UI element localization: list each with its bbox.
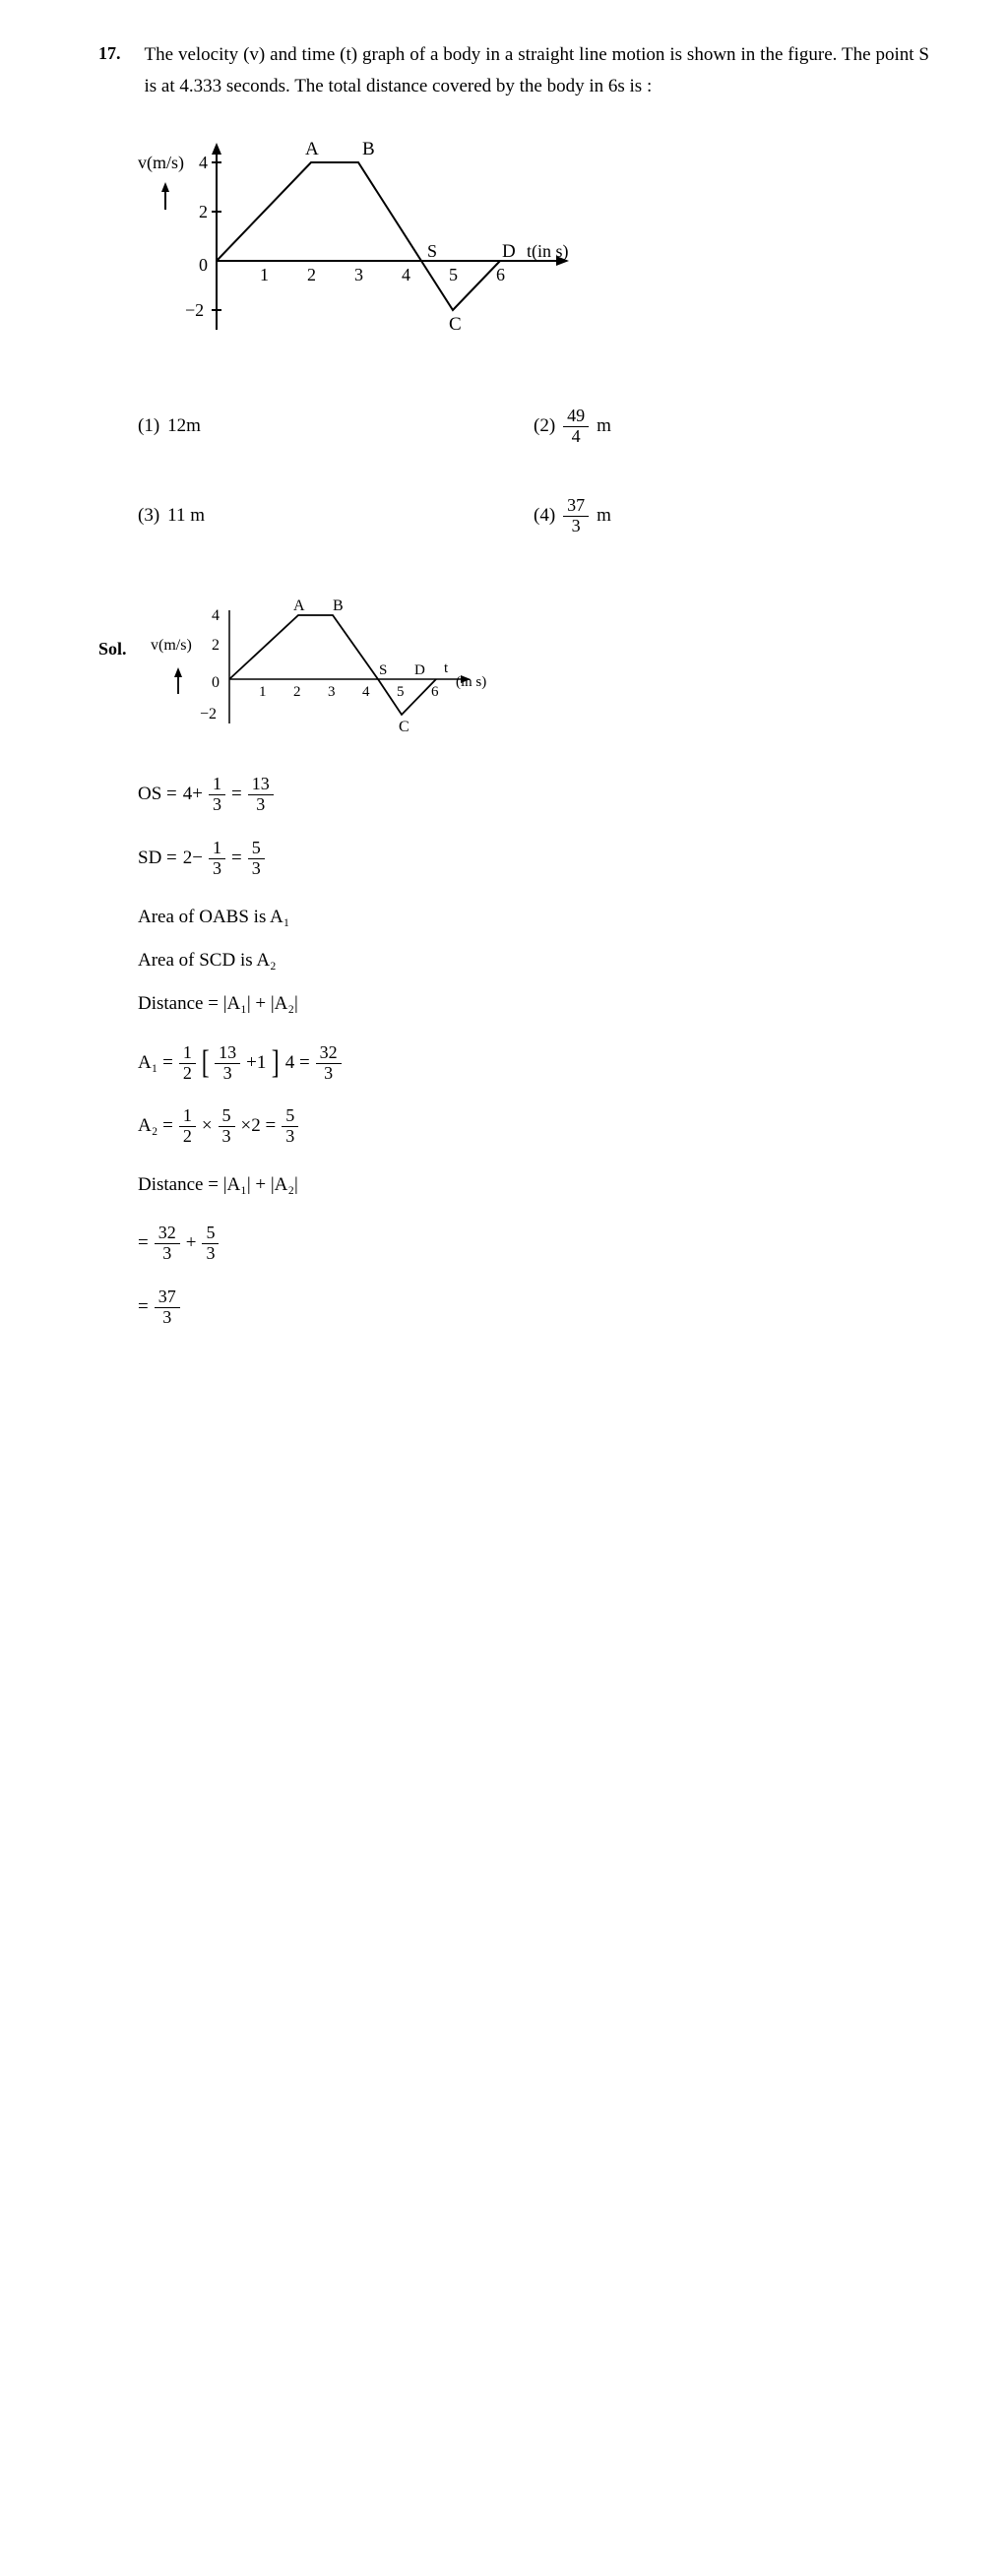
svg-text:3: 3 [328, 684, 336, 700]
option-frac: 49 4 [563, 407, 589, 447]
vt-graph-small: 4 2 0 −2 1 2 3 4 5 6 A B S D C v(m/s) t … [151, 596, 505, 743]
eq-text: ×2 = [241, 1111, 277, 1141]
label-d: D [502, 241, 516, 262]
label-s: S [427, 241, 437, 261]
figure-solution: 4 2 0 −2 1 2 3 4 5 6 A B S D C v(m/s) t … [151, 596, 505, 752]
option-4: (4) 37 3 m [534, 496, 929, 536]
eq-text: × [202, 1111, 213, 1141]
option-num: (1) [138, 411, 159, 441]
solution-body: OS = 4+ 13 = 133 SD = 2− 13 = 53 Area of… [98, 775, 929, 1327]
svg-text:D: D [414, 662, 425, 678]
ytick-0: 0 [199, 255, 208, 275]
eq-text: + [186, 1228, 197, 1258]
eq-answer: = 373 [138, 1288, 929, 1328]
svg-text:S: S [379, 662, 387, 678]
stmt-area2: Area of SCD is A₂ [138, 946, 929, 975]
svg-text:v(m/s): v(m/s) [151, 637, 192, 654]
option-1: (1) 12m [138, 407, 534, 447]
solution-label: Sol. [98, 635, 127, 663]
options-grid: (1) 12m (2) 49 4 m (3) 11 m (4) 37 3 m [138, 407, 929, 535]
svg-text:(in s): (in s) [456, 674, 486, 690]
eq-text: +1 [246, 1048, 266, 1078]
question-block: 17. The velocity (v) and time (t) graph … [98, 39, 929, 103]
option-num: (4) [534, 501, 555, 531]
option-suffix: m [597, 411, 611, 441]
svg-text:−2: −2 [200, 706, 217, 723]
xtick-6: 6 [496, 265, 505, 284]
option-num: (3) [138, 501, 159, 531]
option-2: (2) 49 4 m [534, 407, 929, 447]
vt-graph-large: 4 2 0 −2 1 2 3 4 5 6 v(m/s) A B S C D t(… [138, 133, 591, 359]
eq-sd: SD = 2− 13 = 53 [138, 839, 929, 879]
eq-os: OS = 4+ 13 = 133 [138, 775, 929, 815]
xtick-4: 4 [402, 265, 410, 284]
option-suffix: m [597, 501, 611, 531]
svg-text:t: t [444, 660, 449, 676]
svg-text:A: A [293, 597, 305, 614]
ytick-4: 4 [199, 153, 208, 172]
option-num: (2) [534, 411, 555, 441]
svg-text:2: 2 [212, 637, 220, 654]
xtick-1: 1 [260, 265, 269, 284]
eq-text: = [231, 844, 242, 873]
figure-main: 4 2 0 −2 1 2 3 4 5 6 v(m/s) A B S C D t(… [138, 133, 929, 368]
eq-text: = [138, 1292, 149, 1322]
svg-text:4: 4 [212, 607, 220, 624]
eq-text: = [138, 1228, 149, 1258]
bracket-left: [ [202, 1046, 210, 1080]
option-value: 11 m [167, 501, 205, 531]
xtick-5: 5 [449, 265, 458, 284]
eq-text: 4 = [285, 1048, 310, 1078]
xtick-2: 2 [307, 265, 316, 284]
option-3: (3) 11 m [138, 496, 534, 536]
eq-text: 2− [183, 844, 203, 873]
option-value: 12m [167, 411, 201, 441]
svg-text:5: 5 [397, 684, 405, 700]
option-frac: 37 3 [563, 496, 589, 536]
svg-text:2: 2 [293, 684, 301, 700]
xtick-3: 3 [354, 265, 363, 284]
eq-a1: A₁ = 12 [ 133 +1 ] 4 = 323 [138, 1043, 929, 1084]
svg-text:4: 4 [362, 684, 370, 700]
eq-a2: A₂ = 12 × 53 ×2 = 53 [138, 1106, 929, 1147]
label-a: A [305, 139, 319, 159]
stmt-dist2: Distance = |A₁| + |A₂| [138, 1170, 929, 1200]
svg-text:1: 1 [259, 684, 267, 700]
svg-text:6: 6 [431, 684, 439, 700]
eq-text: 4+ [183, 780, 203, 809]
ytick-2: 2 [199, 202, 208, 221]
svg-text:0: 0 [212, 674, 220, 691]
eq-text: A₁ = [138, 1048, 173, 1078]
ytick-neg2: −2 [185, 300, 204, 320]
svg-text:C: C [399, 719, 410, 735]
eq-text: A₂ = [138, 1111, 173, 1141]
ylabel: v(m/s) [138, 153, 184, 173]
eq-text: OS = [138, 780, 177, 809]
stmt-dist1: Distance = |A₁| + |A₂| [138, 989, 929, 1019]
question-text: The velocity (v) and time (t) graph of a… [145, 39, 930, 103]
xlabel: t(in s) [527, 241, 569, 262]
eq-sum: = 323 + 53 [138, 1224, 929, 1264]
label-c: C [449, 314, 462, 335]
eq-text: = [231, 780, 242, 809]
solution-row: Sol. 4 2 0 −2 1 2 3 4 5 6 A B S D C v(m/ [98, 596, 929, 752]
bracket-right: ] [272, 1046, 280, 1080]
question-number: 17. [98, 39, 121, 103]
label-b: B [362, 139, 375, 159]
stmt-area1: Area of OABS is A₁ [138, 903, 929, 932]
eq-text: SD = [138, 844, 177, 873]
svg-text:B: B [333, 597, 344, 614]
